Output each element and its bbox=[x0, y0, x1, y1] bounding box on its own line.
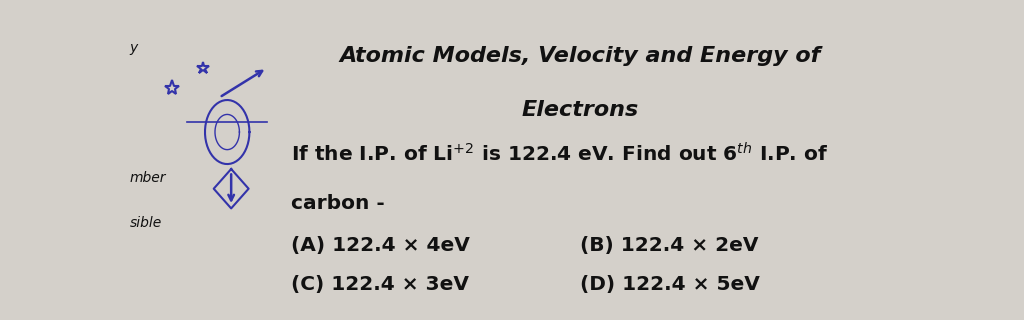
Text: If the I.P. of Li$^{+2}$ is 122.4 eV. Find out 6$^{th}$ I.P. of: If the I.P. of Li$^{+2}$ is 122.4 eV. Fi… bbox=[291, 142, 828, 165]
Text: (A) 122.4 × 4eV: (A) 122.4 × 4eV bbox=[291, 236, 470, 254]
Text: y: y bbox=[130, 41, 138, 55]
Text: (C) 122.4 × 3eV: (C) 122.4 × 3eV bbox=[291, 275, 469, 294]
Text: sible: sible bbox=[130, 216, 162, 230]
Text: mber: mber bbox=[130, 172, 166, 186]
Text: Atomic Models, Velocity and Energy of: Atomic Models, Velocity and Energy of bbox=[340, 46, 821, 66]
Text: carbon -: carbon - bbox=[291, 194, 384, 212]
Text: (B) 122.4 × 2eV: (B) 122.4 × 2eV bbox=[581, 236, 759, 254]
Text: (D) 122.4 × 5eV: (D) 122.4 × 5eV bbox=[581, 275, 760, 294]
Text: Electrons: Electrons bbox=[521, 100, 639, 120]
